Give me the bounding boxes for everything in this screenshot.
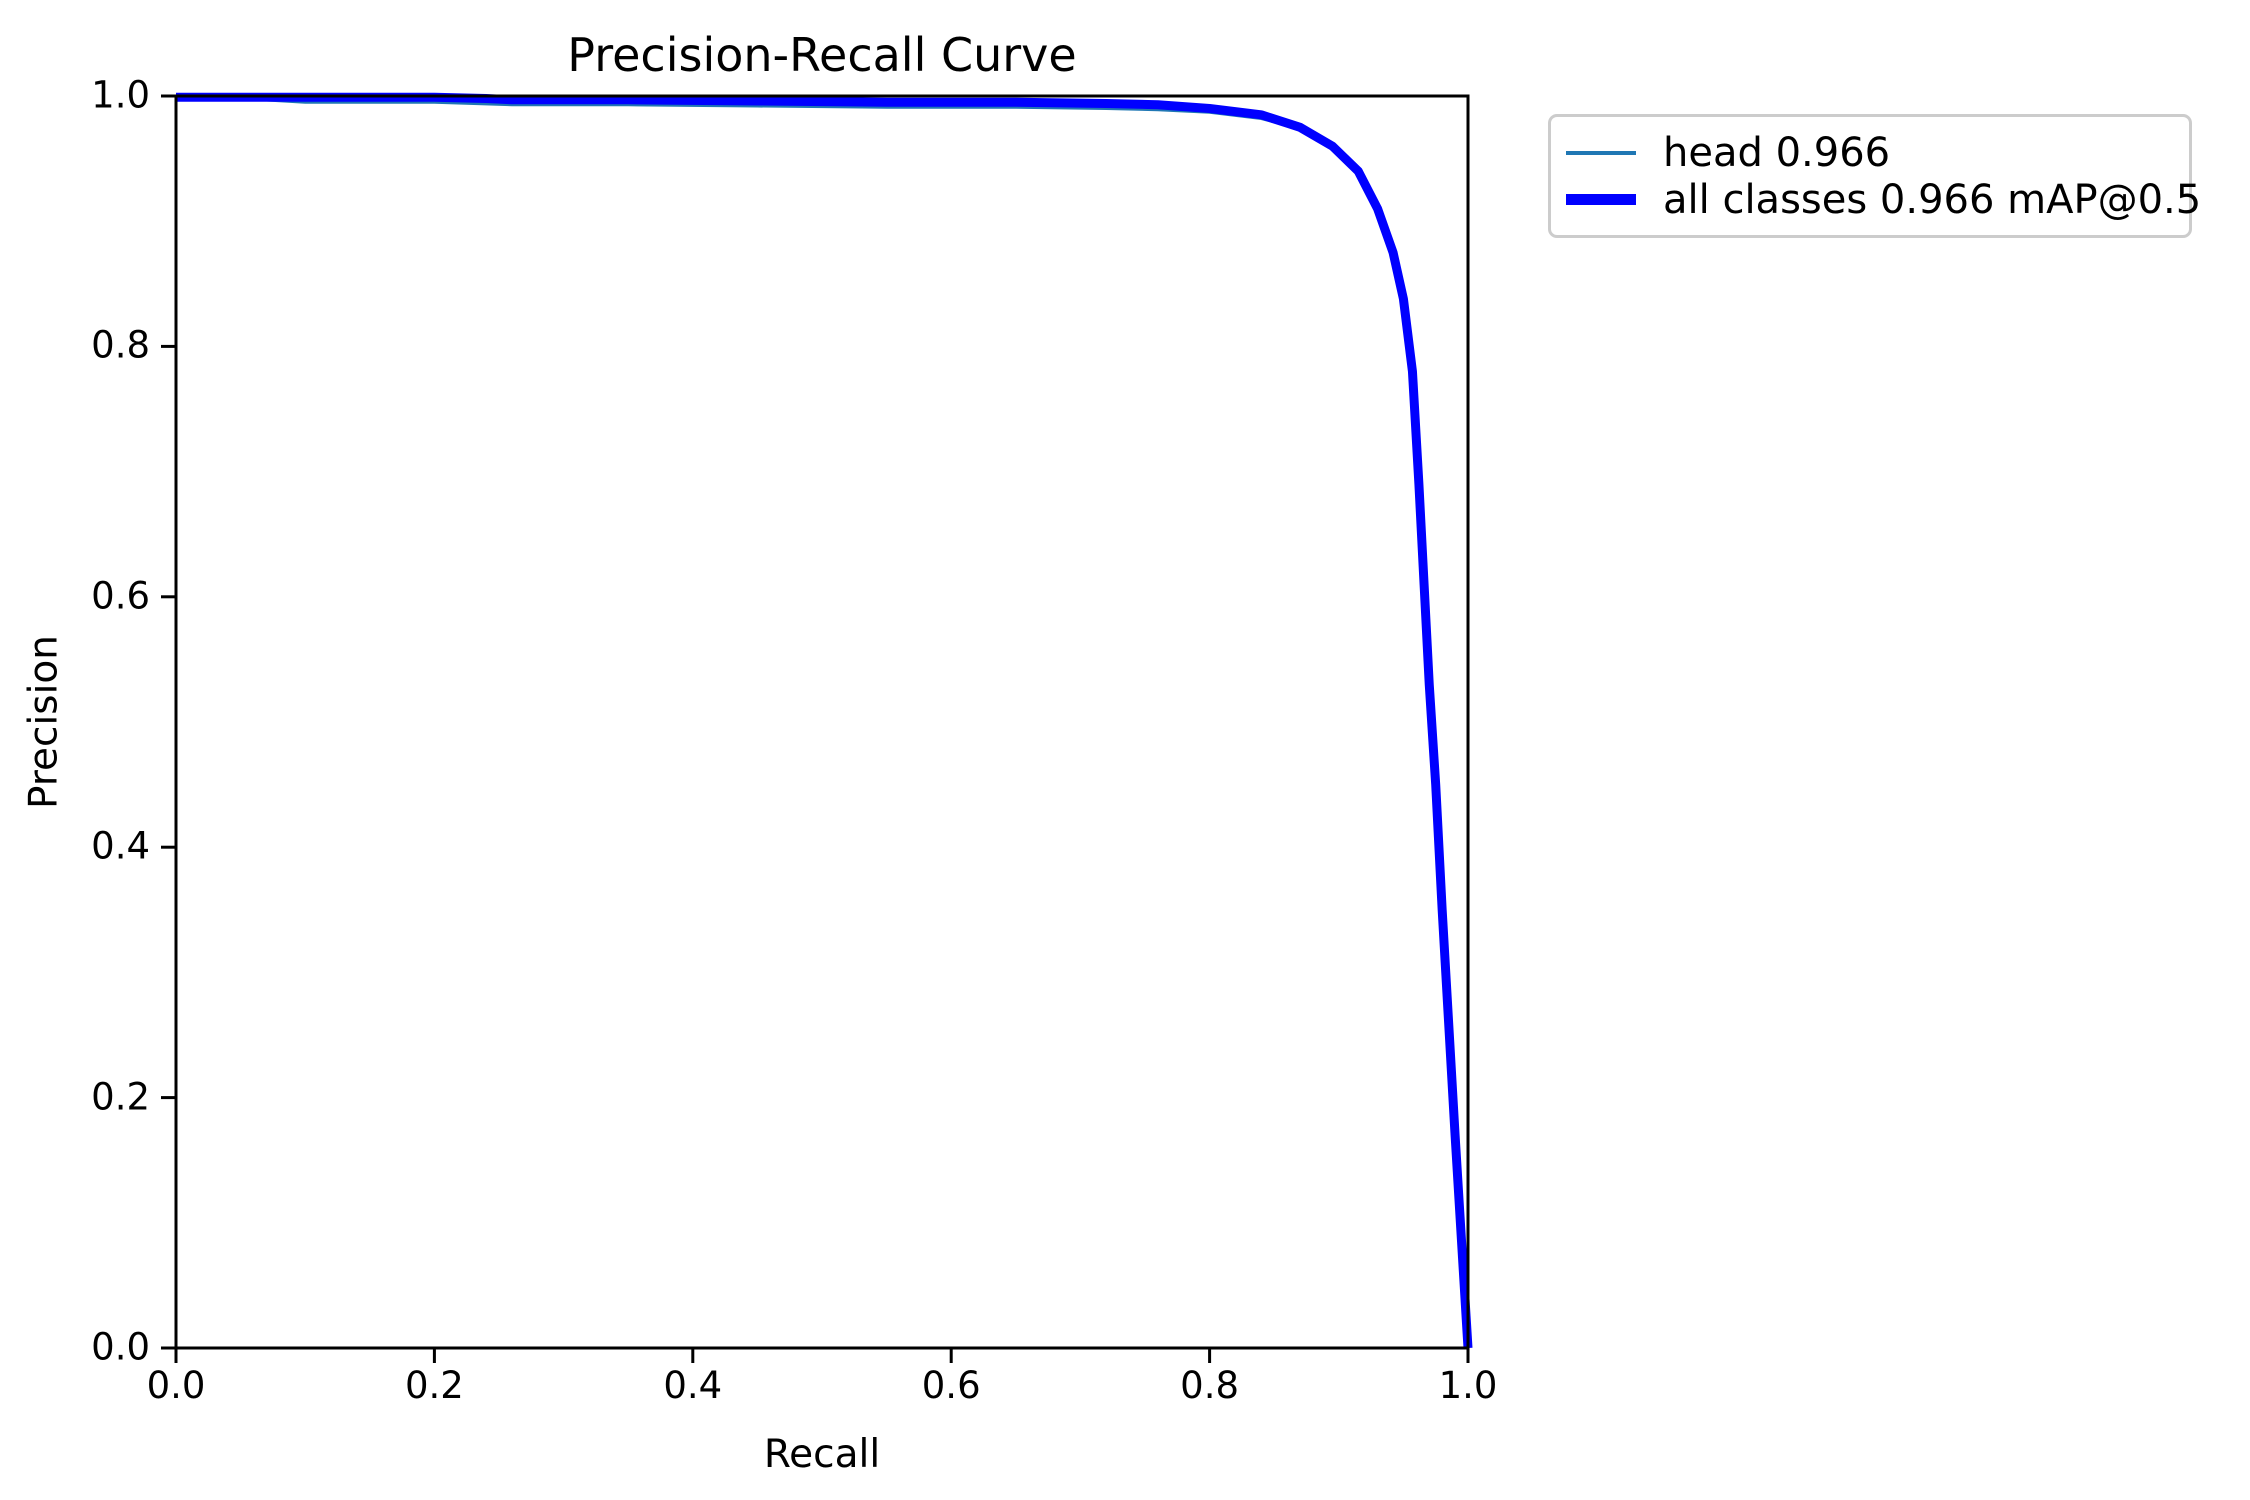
- head-curve: [175, 95, 1470, 1349]
- y-axis-label: Precision: [21, 634, 67, 810]
- y-tick-label: 0.2: [91, 1075, 150, 1119]
- axes-frame: [174, 94, 1470, 1350]
- x-tick-label: 0.0: [146, 1364, 206, 1407]
- y-tick-label: 1.0: [91, 73, 150, 117]
- chart-title: Precision-Recall Curve: [567, 28, 1077, 82]
- legend-label-head: head 0.966: [1663, 129, 1891, 176]
- curves: [175, 92, 1473, 1349]
- x-tick-marks: [174, 1348, 1470, 1363]
- all-classes-curve: [176, 92, 1473, 1349]
- legend-row-head: head 0.966: [1566, 129, 2174, 176]
- y-tick-label: 0.8: [91, 324, 150, 368]
- legend: head 0.966 all classes 0.966 mAP@0.5: [1548, 114, 2201, 238]
- x-tick-label: 0.6: [921, 1364, 981, 1407]
- x-tick-label: 0.4: [663, 1364, 723, 1407]
- legend-label-all-classes: all classes 0.966 mAP@0.5: [1663, 176, 2202, 223]
- y-tick-label: 0.6: [91, 574, 150, 618]
- head-line-swatch: [1566, 150, 1636, 155]
- y-tick-label: 0.4: [91, 824, 150, 868]
- y-tick-label: 0.0: [91, 1325, 150, 1369]
- x-axis-label: Recall: [763, 1432, 881, 1477]
- y-tick-marks: [161, 94, 176, 1350]
- all-classes-line-swatch: [1566, 194, 1636, 205]
- x-tick-label: 0.2: [404, 1364, 464, 1407]
- x-tick-label: 1.0: [1438, 1364, 1498, 1407]
- x-tick-label: 0.8: [1180, 1364, 1240, 1407]
- legend-row-all-classes: all classes 0.966 mAP@0.5: [1566, 176, 2201, 223]
